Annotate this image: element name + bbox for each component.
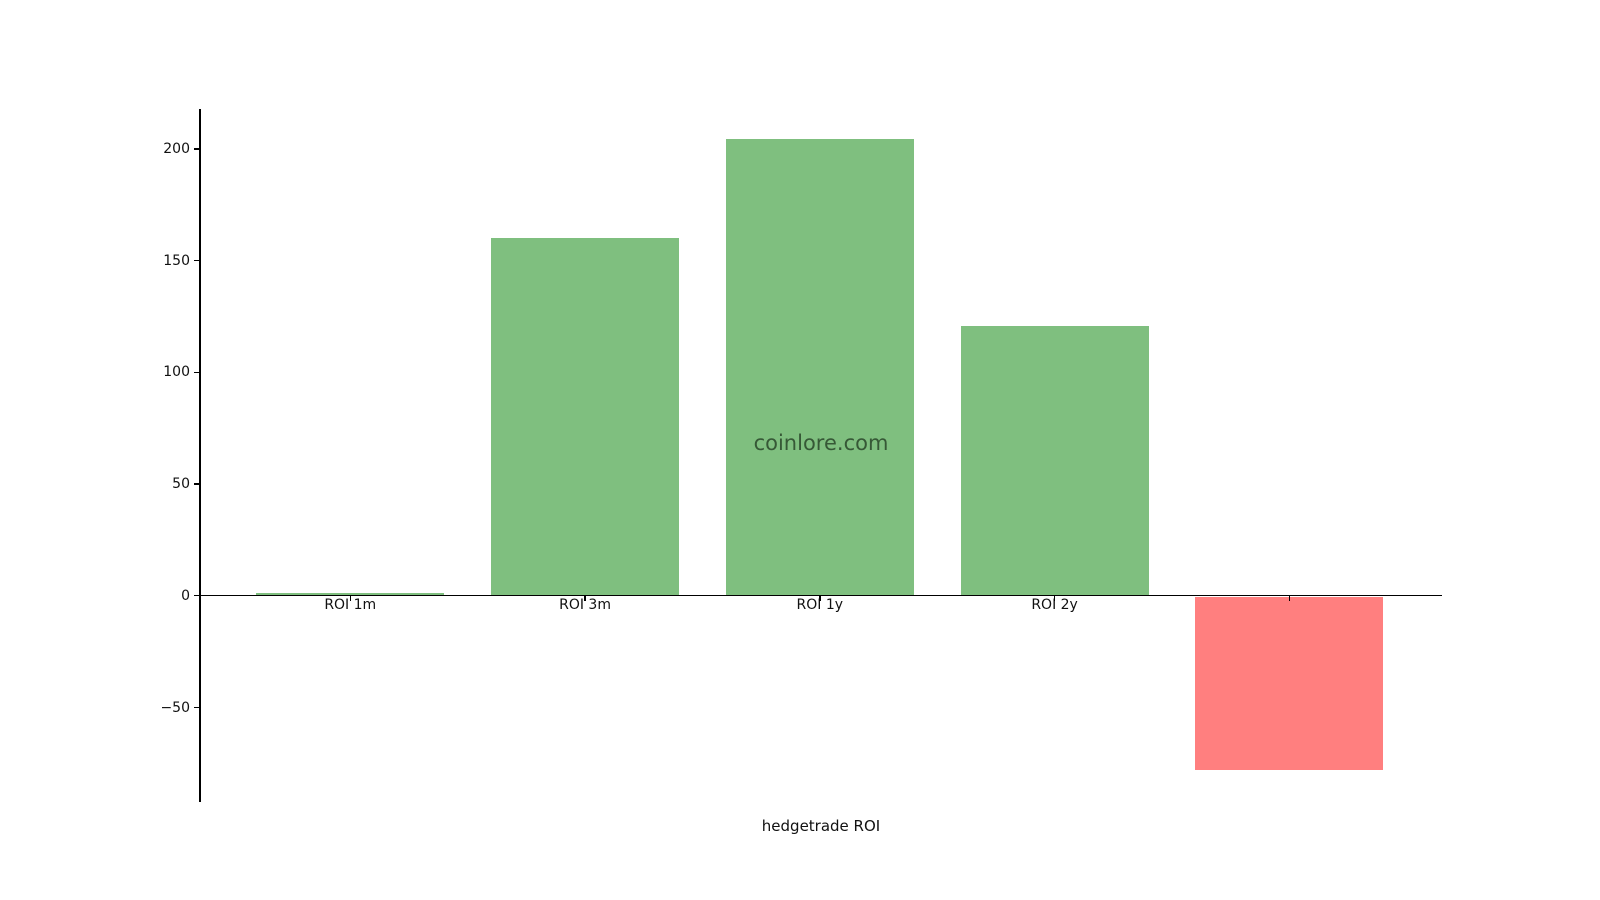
watermark-text: coinlore.com [753, 431, 889, 455]
y-tick-mark [194, 706, 199, 709]
x-tick-label: ROI 1y [796, 597, 844, 614]
bar-roi-2y [960, 326, 1149, 596]
y-tick-label: −50 [160, 699, 190, 716]
x-tick-label: ROI 1m [324, 597, 377, 614]
x-tick-mark [349, 596, 351, 602]
x-axis-zero-line [200, 595, 1442, 597]
y-tick-mark [194, 259, 199, 262]
x-tick-mark [584, 596, 586, 602]
bar-4 [1195, 596, 1384, 770]
x-tick-label: ROI 3m [559, 597, 611, 614]
bar-roi-3m [491, 237, 679, 596]
x-tick-mark [1288, 596, 1291, 602]
bar-roi-1y [725, 139, 914, 596]
y-tick-label: 200 [163, 140, 190, 157]
y-tick-mark [194, 371, 199, 374]
y-tick-mark [194, 595, 199, 597]
y-tick-mark [194, 148, 199, 150]
y-tick-label: 100 [163, 364, 190, 381]
x-tick-label: ROI 2y [1031, 597, 1078, 614]
x-tick-mark [1053, 596, 1056, 602]
y-tick-label: 50 [172, 476, 190, 493]
y-axis-spine [199, 109, 201, 802]
y-tick-label: 150 [163, 252, 190, 269]
y-tick-mark [194, 483, 199, 485]
x-tick-mark [819, 596, 821, 602]
y-tick-label: 0 [181, 587, 190, 604]
chart-title: hedgetrade ROI [761, 817, 881, 835]
bar-roi-1m [256, 592, 445, 596]
